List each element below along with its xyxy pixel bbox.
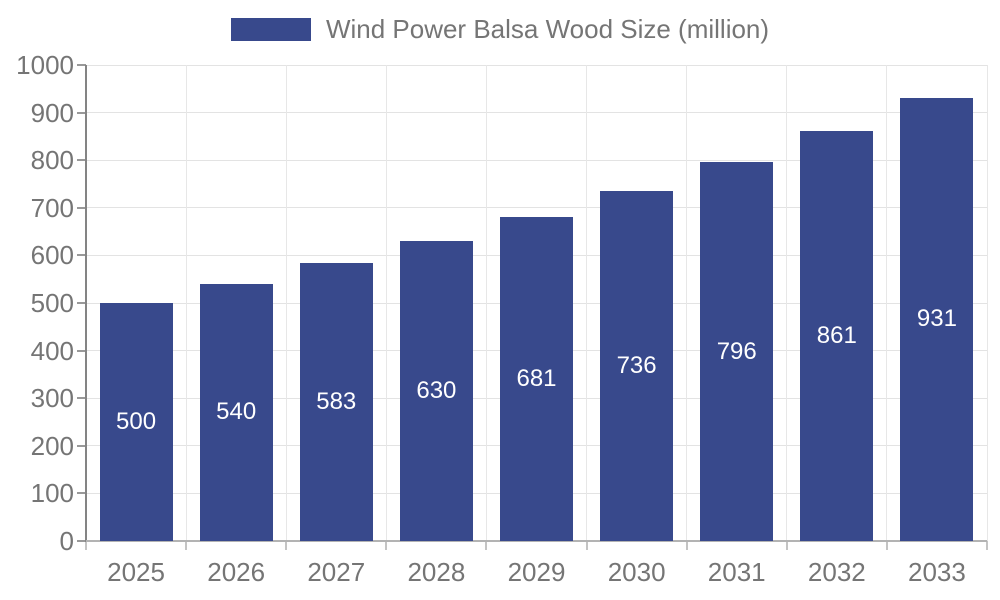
- y-axis-tick: [77, 254, 86, 257]
- x-axis-tick: [385, 541, 388, 550]
- y-axis-tick: [77, 64, 86, 66]
- x-axis-tick: [785, 541, 788, 550]
- bar-value-label: 861: [816, 322, 857, 350]
- bar-value-label: 583: [316, 388, 357, 416]
- y-tick-label: 700: [30, 192, 74, 223]
- bar-value-label: 681: [516, 364, 557, 392]
- x-axis-tick: [986, 541, 988, 550]
- bar-value-label: 931: [916, 305, 957, 333]
- x-axis-tick: [85, 541, 87, 550]
- y-axis-line: [85, 65, 87, 542]
- bar-2026[interactable]: [199, 283, 273, 541]
- y-tick-label: 300: [30, 383, 74, 414]
- bar-2028[interactable]: [399, 241, 473, 541]
- x-gridline: [786, 65, 788, 541]
- y-gridline: [86, 64, 987, 66]
- bar-2027[interactable]: [299, 263, 373, 541]
- x-tick-label: 2033: [908, 557, 966, 587]
- bar-2025[interactable]: [99, 303, 173, 541]
- x-axis-tick: [285, 541, 288, 550]
- y-axis-tick: [77, 540, 86, 542]
- y-axis-tick: [77, 302, 86, 304]
- y-tick-label: 100: [30, 478, 74, 509]
- x-axis-tick: [885, 541, 888, 550]
- x-gridline: [886, 65, 888, 541]
- bar-value-label: 540: [216, 398, 257, 426]
- y-tick-label: 0: [59, 526, 74, 556]
- y-axis-tick: [77, 111, 86, 114]
- bar-value-label: 630: [416, 377, 457, 405]
- bar-value-label: 796: [716, 337, 757, 365]
- x-gridline: [485, 65, 487, 541]
- x-axis-tick: [485, 541, 488, 550]
- y-tick-label: 600: [30, 240, 74, 271]
- x-tick-label: 2032: [807, 557, 866, 587]
- y-tick-label: 1000: [16, 50, 74, 80]
- legend[interactable]: Wind Power Balsa Wood Size (million): [0, 14, 1000, 45]
- bar-2032[interactable]: [800, 131, 874, 541]
- x-tick-label: 2030: [607, 557, 666, 587]
- x-tick-label: 2028: [407, 557, 466, 587]
- x-tick-label: 2031: [707, 557, 766, 587]
- y-axis-tick: [77, 206, 86, 209]
- x-axis-tick: [685, 541, 688, 550]
- bar-2030[interactable]: [600, 190, 674, 541]
- x-gridline: [986, 65, 988, 541]
- legend-label: Wind Power Balsa Wood Size (million): [325, 14, 770, 44]
- x-gridline: [586, 65, 588, 541]
- y-axis-tick: [77, 444, 86, 447]
- y-tick-label: 500: [30, 288, 74, 318]
- x-gridline: [385, 65, 387, 541]
- y-axis-tick: [77, 492, 86, 495]
- y-gridline: [86, 112, 987, 114]
- y-axis-tick: [77, 397, 86, 400]
- x-gridline: [285, 65, 287, 541]
- bar-2029[interactable]: [500, 216, 573, 541]
- bar-value-label: 736: [616, 351, 657, 379]
- y-tick-label: 800: [30, 145, 74, 176]
- legend-swatch: [230, 18, 311, 41]
- y-gridline: [86, 207, 987, 209]
- x-tick-label: 2025: [107, 557, 165, 587]
- bar-2031[interactable]: [700, 162, 774, 541]
- y-axis-tick: [77, 349, 86, 352]
- x-axis-tick: [585, 541, 588, 550]
- bar-2033[interactable]: [900, 97, 974, 541]
- x-tick-label: 2026: [207, 557, 266, 587]
- x-tick-label: 2029: [507, 557, 566, 587]
- x-axis-line: [86, 540, 987, 542]
- bar-value-label: 500: [116, 408, 157, 435]
- x-tick-label: 2027: [307, 557, 366, 587]
- x-gridline: [686, 65, 688, 541]
- y-tick-label: 900: [30, 97, 74, 128]
- y-gridline: [86, 159, 987, 161]
- x-gridline: [185, 65, 187, 541]
- y-axis-tick: [77, 159, 86, 162]
- x-axis-tick: [185, 541, 188, 550]
- y-tick-label: 200: [30, 430, 74, 461]
- y-tick-label: 400: [30, 335, 74, 366]
